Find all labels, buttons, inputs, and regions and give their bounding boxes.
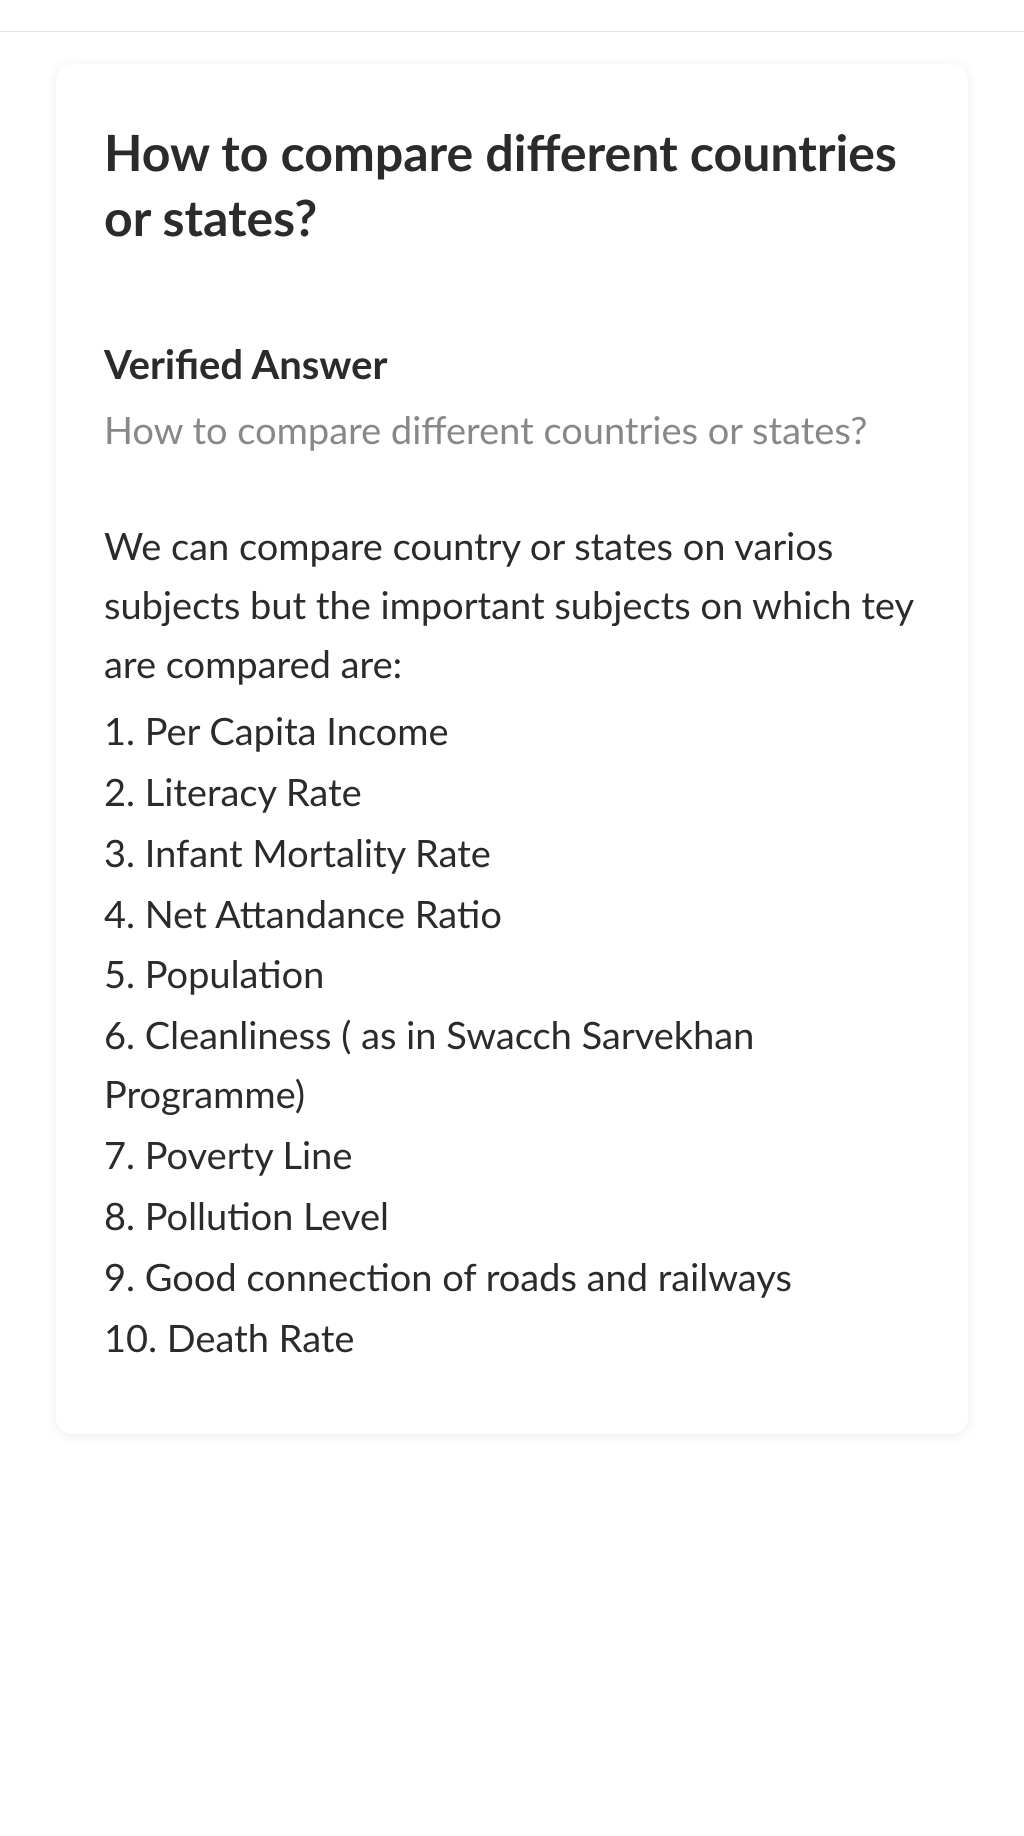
list-item: 8. Pollution Level [104, 1187, 920, 1246]
question-title: How to compare different countries or st… [104, 120, 920, 250]
verified-answer-label: Verified Answer [104, 340, 920, 388]
answer-intro: We can compare country or states on vari… [104, 517, 920, 694]
list-item: 9. Good connection of roads and railways [104, 1248, 920, 1307]
list-item: 4. Net Attandance Ratio [104, 885, 920, 944]
list-item: 6. Cleanliness ( as in Swacch Sarvekhan … [104, 1006, 920, 1124]
list-item: 1. Per Capita Income [104, 702, 920, 761]
answer-list: 1. Per Capita Income 2. Literacy Rate 3.… [104, 702, 920, 1368]
list-item: 5. Population [104, 945, 920, 1004]
answer-card: How to compare different countries or st… [56, 64, 968, 1434]
question-repeat: How to compare different countries or st… [104, 404, 920, 457]
top-divider [0, 0, 1024, 32]
list-item: 10. Death Rate [104, 1309, 920, 1368]
list-item: 2. Literacy Rate [104, 763, 920, 822]
list-item: 7. Poverty Line [104, 1126, 920, 1185]
list-item: 3. Infant Mortality Rate [104, 824, 920, 883]
